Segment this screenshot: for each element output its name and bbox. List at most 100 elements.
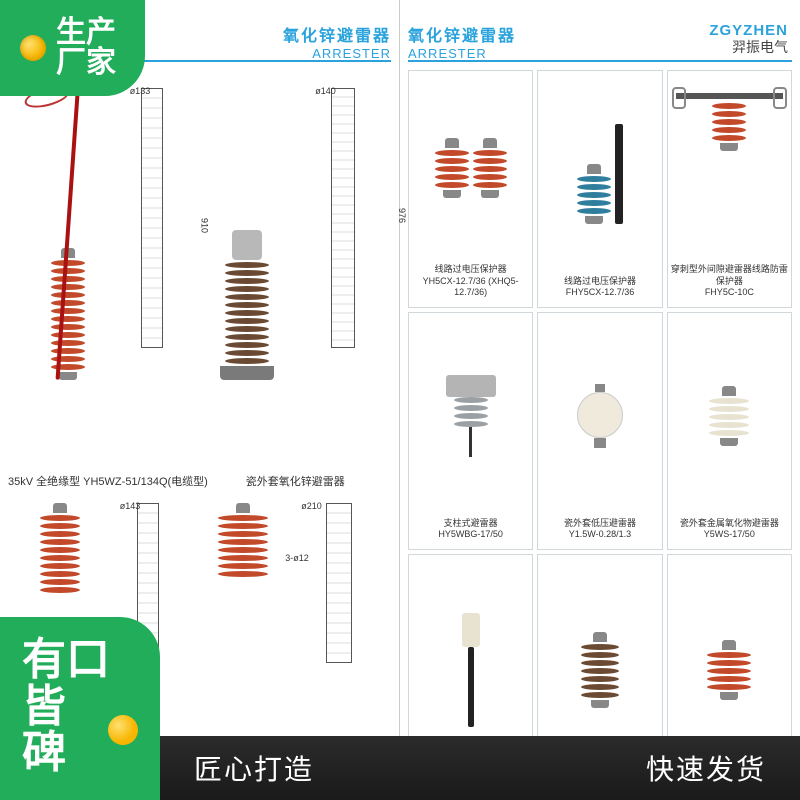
badge-reputation: 有口 皆碑 xyxy=(0,617,160,800)
fin xyxy=(51,292,85,298)
fin xyxy=(218,571,268,577)
cell-image xyxy=(670,77,789,260)
fin xyxy=(225,318,269,324)
cell-label: 穿刺型外间隙避雷器线路防雷保护器 FHY5C-10C xyxy=(670,264,789,299)
cell-model: HY5WBG-17/50 xyxy=(438,529,503,541)
grid-cell: 瓷外套金属氧化物避雷器 Y5WS-17/50 xyxy=(667,312,792,550)
fin xyxy=(40,571,80,577)
cell-image xyxy=(411,319,530,514)
fin xyxy=(51,340,85,346)
fin xyxy=(40,531,80,537)
fin xyxy=(40,539,80,545)
fin-stack xyxy=(200,503,288,577)
top-cap xyxy=(236,503,250,513)
fin xyxy=(40,555,80,561)
fin xyxy=(40,523,80,529)
grid-cell: 穿刺型外间隙避雷器线路防雷保护器 FHY5C-10C xyxy=(667,70,792,308)
dot-icon xyxy=(108,715,138,745)
fin xyxy=(40,587,80,593)
fin xyxy=(218,531,268,537)
cell-name: 支柱式避雷器 xyxy=(444,518,498,528)
cell-image xyxy=(670,319,789,514)
fin xyxy=(51,308,85,314)
drawing-body xyxy=(331,88,355,348)
cell-model: FHY5C-10C xyxy=(670,287,789,299)
fin xyxy=(51,300,85,306)
badge-tl-text: 生产厂家 xyxy=(56,18,125,78)
fin xyxy=(225,334,269,340)
cell-label: 瓷外套金属氧化物避雷器 Y5WS-17/50 xyxy=(680,518,779,541)
fin xyxy=(225,262,269,268)
cell-model: FHY5CX-12.7/36 xyxy=(564,287,636,299)
tech-drawing-2: ø140 976 1148 xyxy=(303,88,383,378)
bottom-strip: 匠心打造 快速发货 xyxy=(160,736,800,800)
product-35kv-polymer xyxy=(16,80,120,380)
dim-diameter: ø133 xyxy=(130,86,151,96)
fin xyxy=(225,350,269,356)
top-cap xyxy=(232,230,262,260)
catalog-right-panel: 氧化锌避雷器 ARRESTER ZGYZHEN 羿振电气 线路过电压保护器 YH… xyxy=(400,0,800,800)
cell-name: 线路过电压保护器 xyxy=(435,264,507,274)
dim-d1: ø143 xyxy=(120,501,141,511)
fin xyxy=(218,539,268,545)
fin xyxy=(51,284,85,290)
badge-bl-line2-text: 皆碑 xyxy=(22,684,98,776)
product-4 xyxy=(200,503,288,577)
fin xyxy=(51,324,85,330)
dim-d1: ø210 xyxy=(301,501,322,511)
dim-diameter: ø140 xyxy=(315,86,336,96)
header-left: 氧化锌避雷器 ARRESTER xyxy=(283,22,391,61)
product-3 xyxy=(16,503,104,593)
cell-label: 瓷外套低压避雷器 Y1.5W-0.28/1.3 xyxy=(564,518,636,541)
tech-drawing-1: ø133 910 xyxy=(120,88,184,378)
fin xyxy=(225,270,269,276)
brand-cn: 羿振电气 xyxy=(709,39,788,55)
category-title-en: ARRESTER xyxy=(283,46,391,61)
category-title-en: ARRESTER xyxy=(408,46,516,61)
cell-model: Y1.5W-0.28/1.3 xyxy=(564,529,636,541)
fin xyxy=(40,515,80,521)
fin xyxy=(225,302,269,308)
cell-name: 瓷外套金属氧化物避雷器 xyxy=(680,518,779,528)
cell-model: YH5CX-12.7/36 (XHQ5-12.7/36) xyxy=(411,276,530,299)
fin xyxy=(40,579,80,585)
drawing-body xyxy=(326,503,352,663)
fin xyxy=(225,310,269,316)
category-title-cn: 氧化锌避雷器 xyxy=(408,22,516,46)
fin-stack xyxy=(16,503,104,593)
fin xyxy=(40,563,80,569)
badge-bl-line2: 皆碑 xyxy=(22,684,138,776)
cell-label: 线路过电压保护器 YH5CX-12.7/36 (XHQ5-12.7/36) xyxy=(411,264,530,299)
badge-bl-line1: 有口 xyxy=(22,637,138,683)
cell-label: 支柱式避雷器 HY5WBG-17/50 xyxy=(438,518,503,541)
badge-manufacturer: 生产厂家 xyxy=(0,0,145,96)
header-right-title: 氧化锌避雷器 ARRESTER xyxy=(408,22,516,61)
brand-en: ZGYZHEN xyxy=(709,22,788,39)
fin xyxy=(40,547,80,553)
cell-name: 线路过电压保护器 xyxy=(564,276,636,286)
fin xyxy=(225,342,269,348)
fin xyxy=(225,358,269,364)
fin xyxy=(218,515,268,521)
dot-icon xyxy=(20,35,46,61)
grid-cell: 支柱式避雷器 HY5WBG-17/50 xyxy=(408,312,533,550)
fin xyxy=(225,286,269,292)
fin xyxy=(218,563,268,569)
grid-cell: 线路过电压保护器 YH5CX-12.7/36 (XHQ5-12.7/36) xyxy=(408,70,533,308)
cell-image xyxy=(540,319,659,514)
fin xyxy=(51,276,85,282)
header-rule xyxy=(408,60,792,62)
fin xyxy=(51,316,85,322)
base-cap xyxy=(59,372,77,380)
strip-left: 匠心打造 xyxy=(194,748,314,788)
grid-cell: 线路过电压保护器 FHY5CX-12.7/36 xyxy=(537,70,662,308)
fin xyxy=(225,278,269,284)
cell-image xyxy=(411,77,530,260)
cell-name: 穿刺型外间隙避雷器线路防雷保护器 xyxy=(671,264,788,286)
tech-drawing-4: ø210 3-ø12 xyxy=(295,503,383,683)
category-title-cn: 氧化锌避雷器 xyxy=(283,22,391,46)
cell-model: Y5WS-17/50 xyxy=(680,529,779,541)
fin xyxy=(51,268,85,274)
base xyxy=(220,366,274,380)
fin xyxy=(218,523,268,529)
